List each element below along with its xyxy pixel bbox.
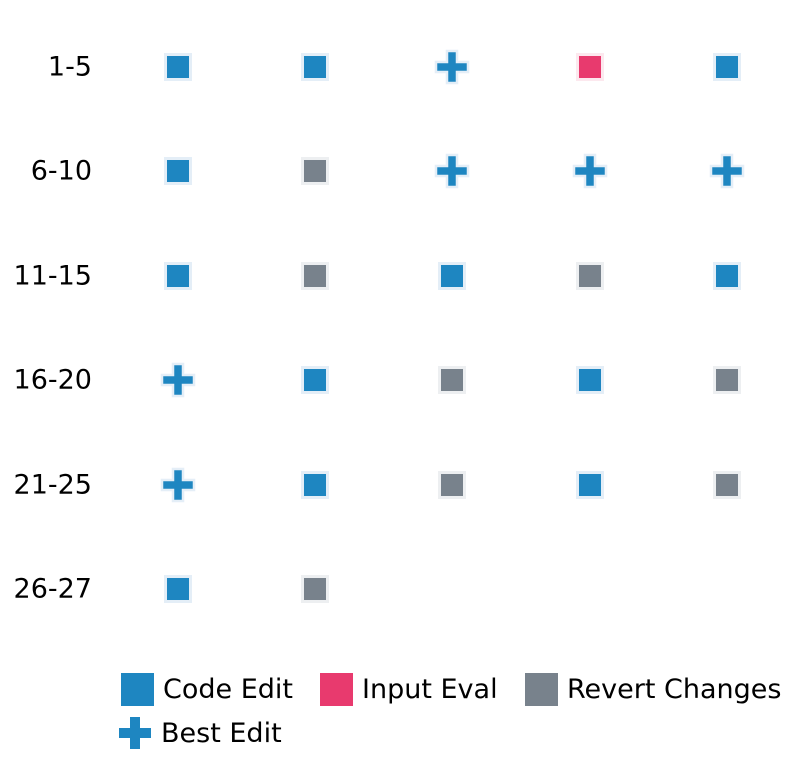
marker-revert-changes (301, 575, 329, 603)
marker-input-eval (576, 53, 604, 81)
marker-code-edit (301, 53, 329, 81)
marker-best-edit (160, 362, 196, 398)
legend-label: Revert Changes (567, 673, 782, 705)
marker-best-edit (434, 153, 470, 189)
square-swatch-icon (318, 671, 354, 707)
marker-revert-changes (438, 471, 466, 499)
marker-revert-changes (576, 262, 604, 290)
marker-code-edit (576, 471, 604, 499)
legend-item-input-eval: Input Eval (318, 671, 498, 707)
marker-code-edit (713, 262, 741, 290)
legend-item-revert-changes: Revert Changes (523, 671, 781, 707)
row-label: 11-15 (13, 260, 92, 292)
marker-code-edit (164, 53, 192, 81)
marker-code-edit (164, 262, 192, 290)
marker-code-edit (164, 575, 192, 603)
square-swatch-icon (119, 671, 155, 707)
legend-label: Best Edit (161, 717, 282, 749)
row-label: 1-5 (47, 51, 92, 83)
marker-code-edit (301, 471, 329, 499)
legend-label: Code Edit (163, 673, 293, 705)
square-swatch-icon (523, 671, 559, 707)
marker-revert-changes (301, 157, 329, 185)
marker-code-edit (301, 366, 329, 394)
legend-label: Input Eval (362, 673, 498, 705)
marker-best-edit (572, 153, 608, 189)
marker-code-edit (438, 262, 466, 290)
legend-item-code-edit: Code Edit (119, 671, 293, 707)
row-label: 21-25 (13, 469, 92, 501)
marker-revert-changes (713, 366, 741, 394)
marker-best-edit (434, 49, 470, 85)
marker-code-edit (576, 366, 604, 394)
marker-revert-changes (301, 262, 329, 290)
plus-swatch-icon (117, 715, 153, 751)
legend-item-best-edit: Best Edit (117, 715, 282, 751)
marker-code-edit (164, 157, 192, 185)
marker-best-edit (709, 153, 745, 189)
marker-best-edit (160, 467, 196, 503)
marker-code-edit (713, 53, 741, 81)
marker-revert-changes (438, 366, 466, 394)
row-label: 16-20 (13, 364, 92, 396)
marker-revert-changes (713, 471, 741, 499)
row-label: 26-27 (13, 573, 92, 605)
row-label: 6-10 (30, 155, 92, 187)
